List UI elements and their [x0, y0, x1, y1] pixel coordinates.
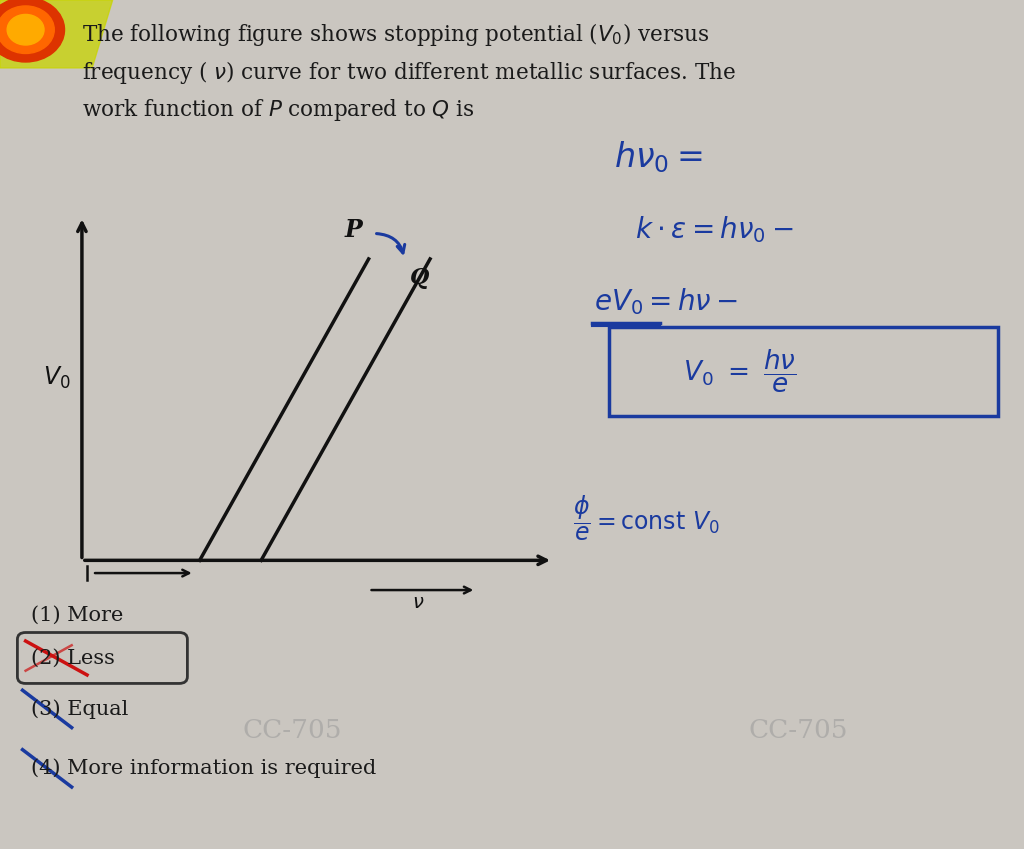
Text: $\dfrac{\phi}{e} = \mathrm{const}\ V_0$: $\dfrac{\phi}{e} = \mathrm{const}\ V_0$ [573, 493, 720, 543]
Text: P: P [344, 218, 362, 242]
Text: $h\nu_0 =$: $h\nu_0 =$ [614, 139, 702, 175]
Polygon shape [0, 0, 113, 68]
Circle shape [0, 6, 54, 53]
Circle shape [0, 0, 65, 62]
Text: The following figure shows stopping potential ($V_0$) versus
frequency ( $\nu$) : The following figure shows stopping pote… [82, 21, 736, 122]
Text: $k \cdot \varepsilon = h\nu_0 -$: $k \cdot \varepsilon = h\nu_0 -$ [635, 214, 794, 245]
Text: (1) More: (1) More [31, 606, 123, 625]
Circle shape [7, 14, 44, 45]
Text: $\nu$: $\nu$ [412, 594, 424, 612]
Text: $eV_0 = h\nu -$: $eV_0 = h\nu -$ [594, 286, 738, 317]
Text: (3) Equal: (3) Equal [31, 699, 128, 719]
Text: CC-705: CC-705 [242, 717, 342, 743]
Text: $V_0\ =\ \dfrac{h\nu}{e}$: $V_0\ =\ \dfrac{h\nu}{e}$ [683, 348, 796, 395]
Text: (4) More information is required: (4) More information is required [31, 758, 376, 779]
Text: (2) Less: (2) Less [31, 649, 115, 667]
Text: $V_0$: $V_0$ [43, 365, 70, 391]
Text: CC-705: CC-705 [749, 717, 849, 743]
Text: Q: Q [410, 267, 429, 290]
